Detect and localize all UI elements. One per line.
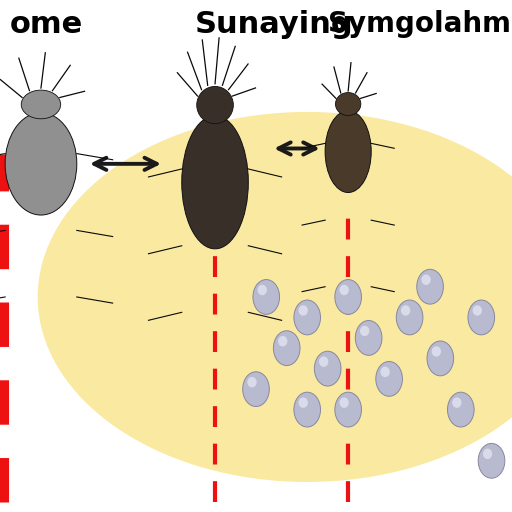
- Ellipse shape: [335, 280, 361, 314]
- Ellipse shape: [380, 367, 390, 377]
- Ellipse shape: [197, 87, 233, 124]
- Ellipse shape: [319, 356, 328, 367]
- Ellipse shape: [396, 300, 423, 335]
- Ellipse shape: [278, 336, 287, 347]
- Ellipse shape: [314, 351, 341, 386]
- Ellipse shape: [298, 305, 308, 316]
- Ellipse shape: [253, 280, 280, 314]
- Ellipse shape: [473, 305, 482, 316]
- Ellipse shape: [38, 113, 512, 481]
- Ellipse shape: [417, 269, 443, 304]
- Ellipse shape: [468, 300, 495, 335]
- Ellipse shape: [401, 305, 410, 316]
- Ellipse shape: [355, 321, 382, 355]
- Text: Sunaying: Sunaying: [195, 10, 353, 39]
- Ellipse shape: [298, 397, 308, 408]
- Ellipse shape: [5, 113, 77, 215]
- Text: ome: ome: [10, 10, 83, 39]
- Ellipse shape: [452, 397, 461, 408]
- Ellipse shape: [182, 116, 248, 249]
- Ellipse shape: [294, 392, 321, 427]
- Ellipse shape: [243, 372, 269, 407]
- Ellipse shape: [273, 331, 300, 366]
- Ellipse shape: [294, 300, 321, 335]
- Ellipse shape: [360, 326, 369, 336]
- Ellipse shape: [325, 111, 371, 193]
- Ellipse shape: [483, 449, 492, 459]
- Ellipse shape: [21, 90, 61, 119]
- Ellipse shape: [247, 377, 257, 388]
- Ellipse shape: [447, 392, 474, 427]
- Ellipse shape: [376, 361, 402, 396]
- Ellipse shape: [339, 285, 349, 295]
- Ellipse shape: [258, 285, 267, 295]
- Ellipse shape: [421, 274, 431, 285]
- Ellipse shape: [427, 341, 454, 376]
- Ellipse shape: [432, 346, 441, 357]
- Ellipse shape: [335, 392, 361, 427]
- Ellipse shape: [335, 93, 361, 116]
- Ellipse shape: [339, 397, 349, 408]
- Ellipse shape: [478, 443, 505, 478]
- Text: Symgolahm: Symgolahm: [328, 10, 510, 38]
